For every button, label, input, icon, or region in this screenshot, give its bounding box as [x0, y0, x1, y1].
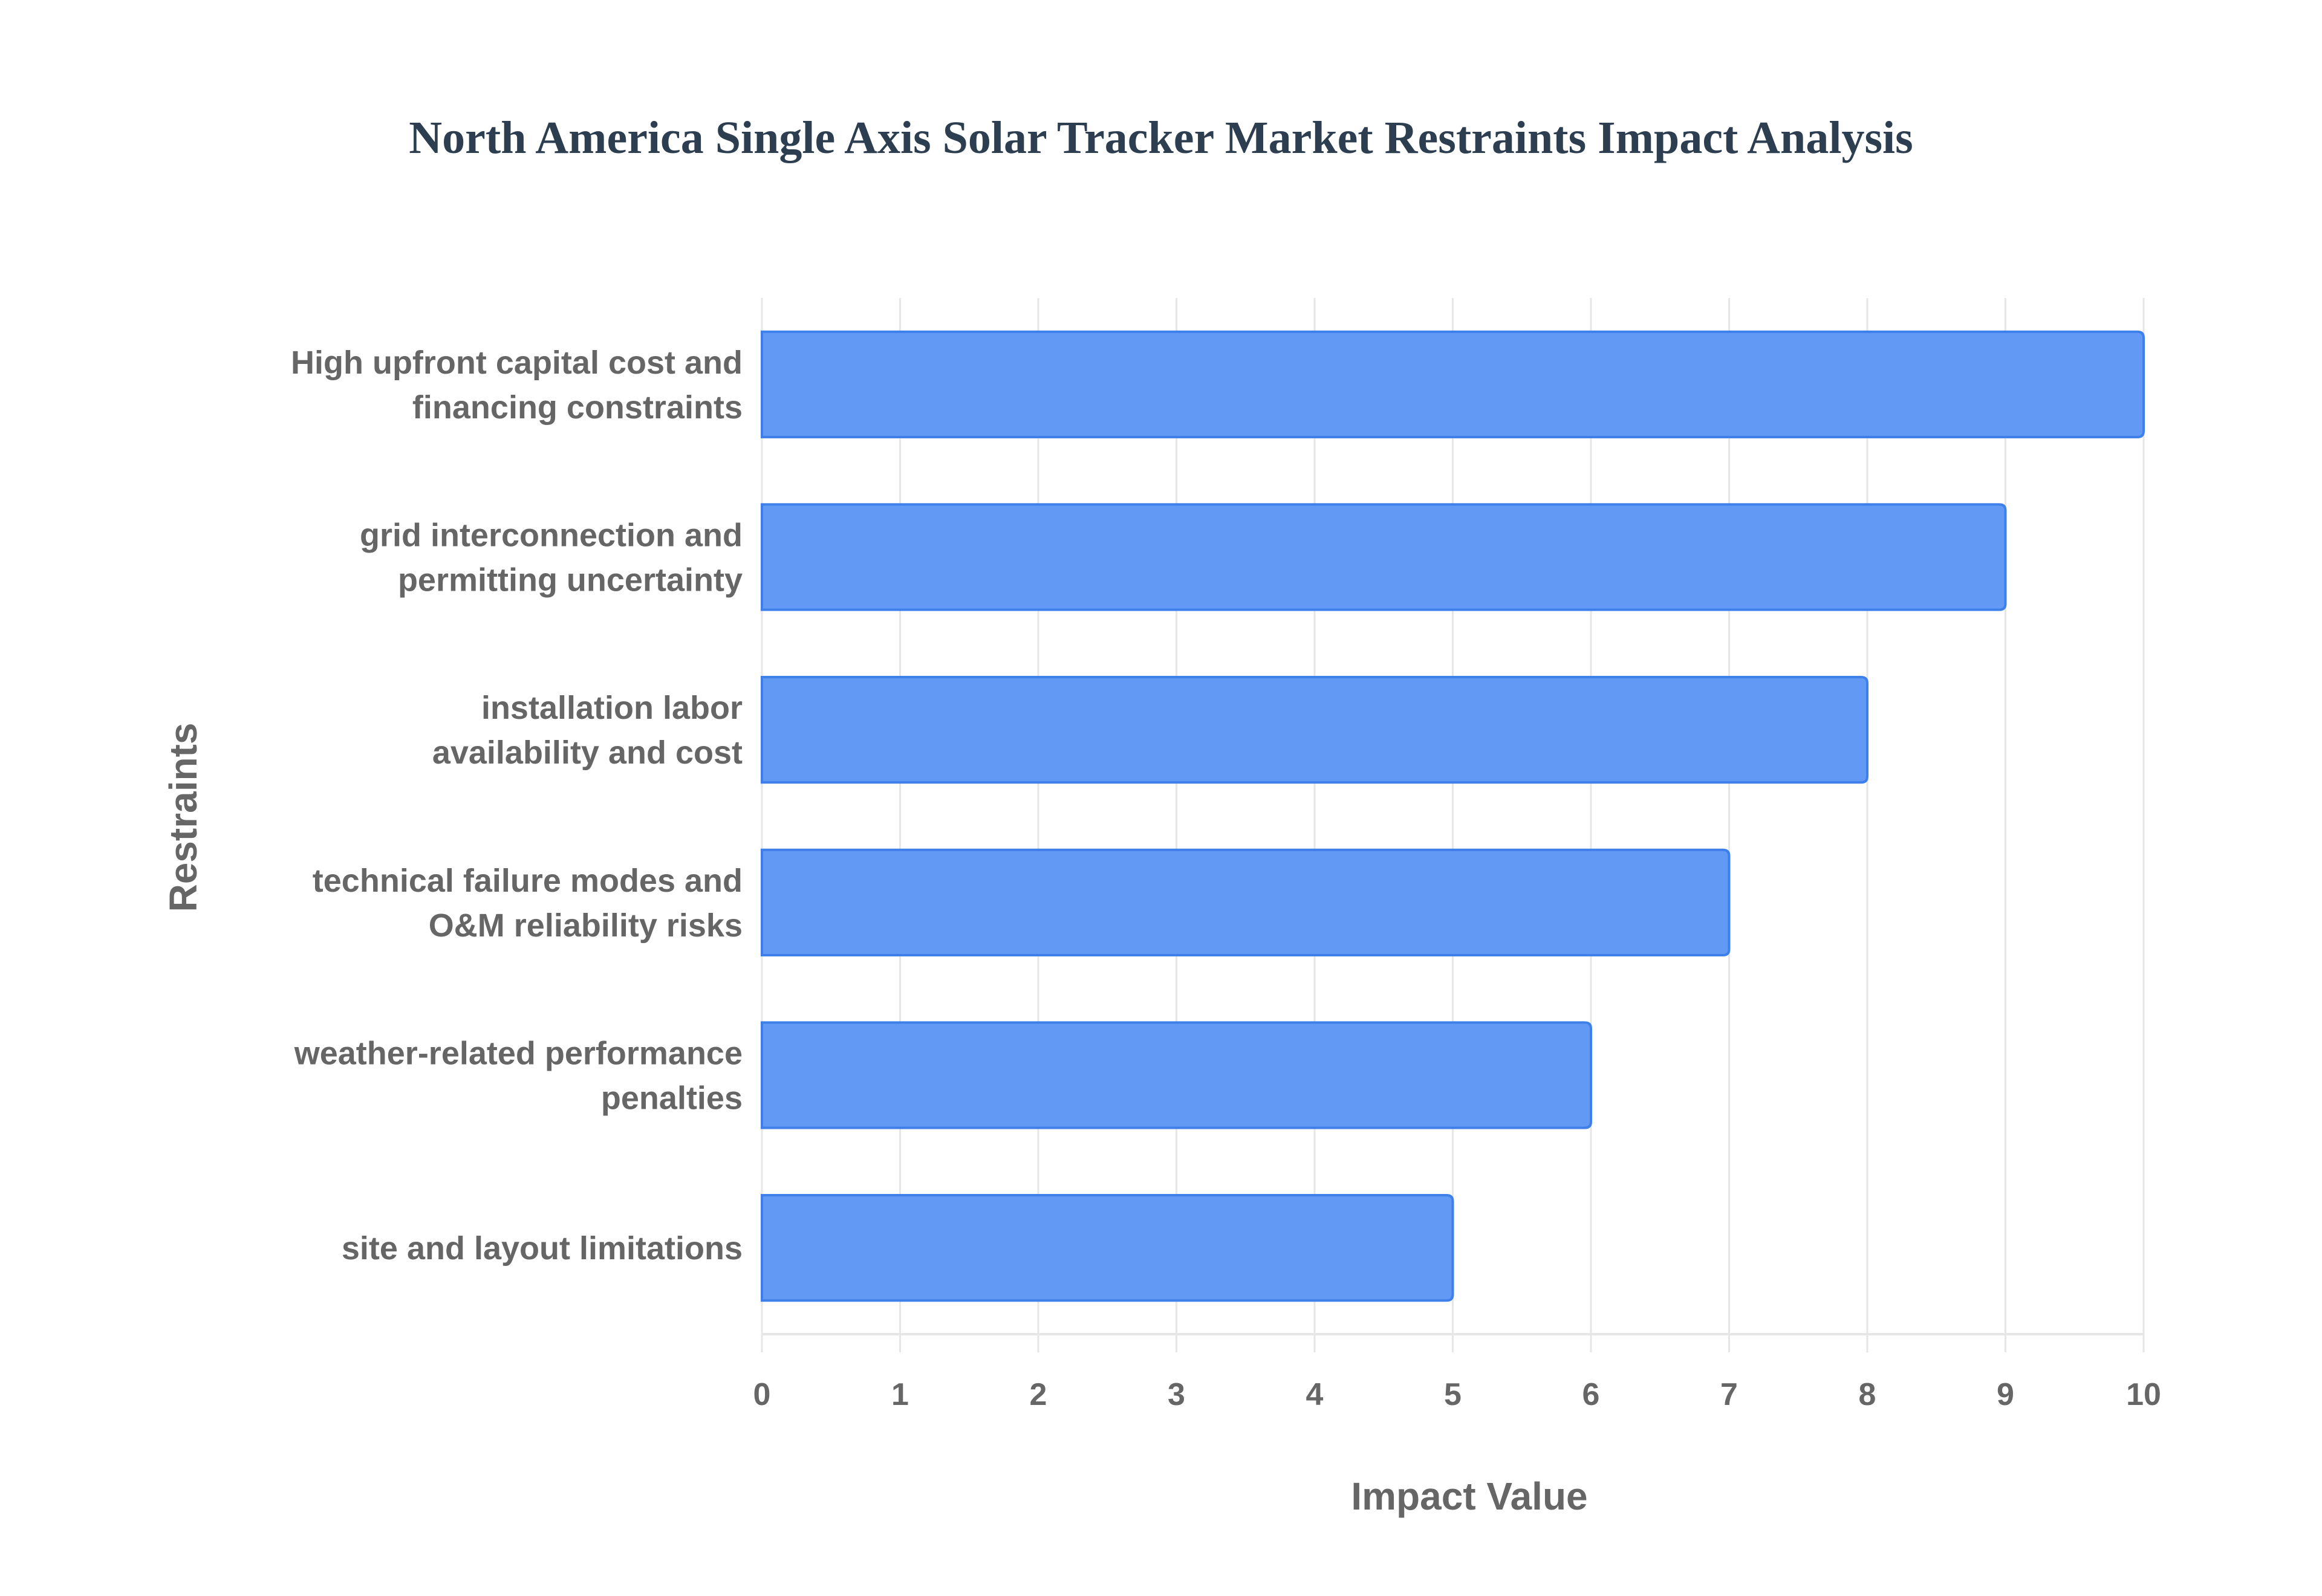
y-category-label-line: High upfront capital cost and	[291, 345, 743, 381]
y-category-label-line: installation labor	[481, 690, 743, 726]
y-category-label: site and layout limitations	[342, 1230, 743, 1267]
y-category-label: grid interconnection and permitting uncer…	[360, 517, 743, 598]
x-tick-label: 7	[1720, 1377, 1738, 1412]
y-category-label-line: availability and cost	[432, 735, 743, 771]
y-category-label-line: financing constraints	[412, 389, 743, 426]
chart-title: North America Single Axis Solar Tracker …	[409, 112, 1913, 163]
bar	[761, 676, 1868, 784]
x-tick-label: 8	[1859, 1377, 1876, 1412]
x-tick-label: 9	[1997, 1377, 2014, 1412]
y-category-label-line: grid interconnection and	[360, 517, 743, 554]
x-axis-title: Impact Value	[1351, 1474, 1587, 1518]
y-category-label-line: site and layout limitations	[342, 1230, 743, 1267]
x-tick-label: 0	[753, 1377, 771, 1412]
y-category-label-line: permitting uncertainty	[398, 562, 743, 598]
bar	[761, 1021, 1592, 1129]
bar	[761, 503, 2007, 611]
y-category-label-line: technical failure modes and	[313, 863, 743, 899]
x-tick-label: 4	[1306, 1377, 1324, 1412]
x-tick-label: 6	[1582, 1377, 1600, 1412]
x-tick-label: 10	[2126, 1377, 2161, 1412]
y-axis-title: Restraints	[161, 723, 205, 912]
x-tick-label: 5	[1444, 1377, 1462, 1412]
bar	[761, 848, 1731, 956]
bar	[761, 330, 2145, 438]
y-category-label-line: penalties	[601, 1080, 743, 1117]
y-category-label: High upfront capital cost and financing c…	[291, 345, 743, 426]
y-category-label: weather-related performance penalties	[294, 1036, 743, 1117]
bar	[761, 1194, 1454, 1302]
x-tick-label: 1	[891, 1377, 909, 1412]
y-category-label: installation labor availability and cost	[432, 690, 743, 771]
x-tick-label: 2	[1030, 1377, 1047, 1412]
x-tick-label: 3	[1168, 1377, 1185, 1412]
y-category-label-line: weather-related performance	[294, 1036, 743, 1072]
y-category-label-line: O&M reliability risks	[429, 907, 743, 944]
y-category-label: technical failure modes and O&M reliabili…	[313, 863, 743, 944]
